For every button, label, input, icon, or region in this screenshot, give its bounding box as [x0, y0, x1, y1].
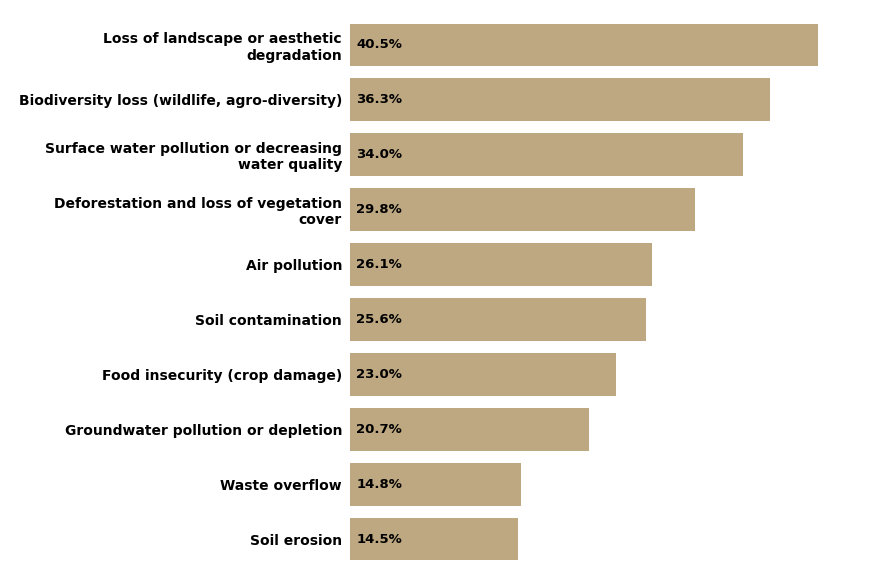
Text: 36.3%: 36.3% — [357, 93, 402, 106]
Text: 26.1%: 26.1% — [357, 258, 402, 271]
Bar — [350, 188, 695, 231]
Bar — [350, 243, 652, 286]
Bar — [350, 353, 616, 396]
Bar — [350, 133, 743, 176]
Text: 14.8%: 14.8% — [357, 478, 402, 491]
Bar — [350, 23, 818, 67]
Text: 23.0%: 23.0% — [357, 368, 402, 381]
Bar — [350, 78, 769, 121]
Text: 20.7%: 20.7% — [357, 423, 402, 436]
Text: 25.6%: 25.6% — [357, 313, 402, 326]
Bar — [350, 517, 518, 561]
Bar — [350, 408, 590, 451]
Bar — [350, 298, 646, 341]
Text: 29.8%: 29.8% — [357, 203, 402, 216]
Text: 34.0%: 34.0% — [357, 148, 402, 161]
Bar — [350, 463, 521, 506]
Text: 40.5%: 40.5% — [357, 39, 402, 51]
Text: 14.5%: 14.5% — [357, 533, 402, 545]
